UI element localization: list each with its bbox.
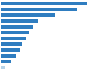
Bar — [1, 36, 26, 40]
Bar — [1, 48, 20, 52]
Bar — [1, 66, 5, 69]
Bar — [1, 2, 87, 5]
Bar — [1, 31, 29, 35]
Bar — [1, 25, 33, 29]
Bar — [1, 60, 11, 63]
Bar — [1, 8, 77, 11]
Bar — [1, 19, 38, 23]
Bar — [1, 42, 22, 46]
Bar — [1, 13, 55, 17]
Bar — [1, 54, 16, 58]
